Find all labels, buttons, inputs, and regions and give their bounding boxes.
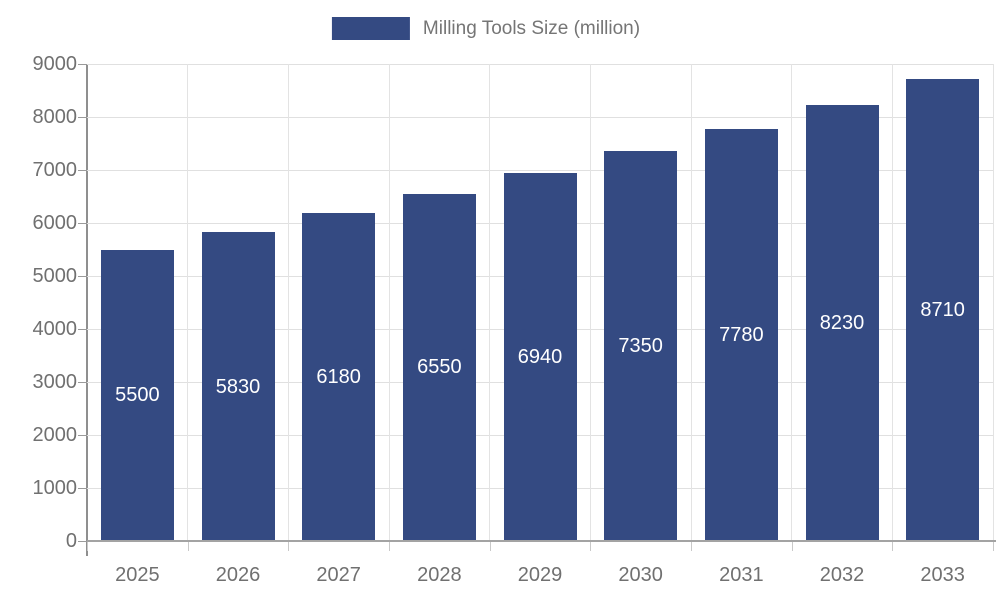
x-axis-tick-label: 2026	[215, 564, 261, 586]
x-axis-tick	[993, 542, 994, 551]
v-gridline	[489, 64, 491, 541]
bar-value-label: 8710	[920, 299, 965, 322]
x-axis-tick	[389, 542, 390, 551]
bar-value-label: 5500	[115, 384, 160, 407]
legend-swatch	[331, 17, 410, 40]
y-axis-tick-label: 6000	[32, 212, 78, 234]
y-axis-tick-label: 5000	[32, 265, 78, 287]
v-gridline	[791, 64, 793, 541]
bar-2032[interactable]: 8230	[805, 104, 879, 541]
x-axis-tick	[691, 542, 692, 551]
y-axis-tick-label: 8000	[32, 106, 78, 128]
x-axis-tick-label: 2025	[115, 564, 160, 586]
y-axis-tick-label: 3000	[32, 371, 78, 393]
y-axis-tick	[78, 541, 87, 542]
x-axis-tick	[489, 542, 491, 551]
v-gridline	[992, 64, 994, 541]
v-gridline	[891, 64, 893, 541]
y-axis-tick	[78, 488, 87, 489]
y-axis-tick	[78, 170, 87, 171]
y-axis-tick-label: 0	[65, 530, 77, 552]
bar-2033[interactable]: 8710	[906, 79, 980, 541]
x-axis-tick	[892, 542, 894, 551]
plot-area: 5500 5830 6180 6550 6940 7350 7780 8230 8710	[87, 63, 994, 541]
v-gridline	[690, 64, 692, 541]
bar-2029[interactable]: 6940	[503, 173, 577, 541]
x-axis-line	[87, 540, 996, 542]
x-axis-tick-label: 2028	[417, 564, 462, 586]
x-axis-tick	[791, 542, 793, 551]
bar-value-label: 5830	[215, 375, 261, 398]
y-axis-tick	[78, 276, 87, 277]
x-axis-tick-label: 2031	[719, 564, 764, 586]
bar-2031[interactable]: 7780	[704, 128, 778, 541]
y-axis-tick	[78, 64, 87, 65]
bar-value-label: 7780	[719, 323, 764, 346]
x-axis-tick	[187, 542, 189, 551]
x-axis-tick	[590, 542, 592, 551]
v-gridline	[589, 64, 591, 541]
y-axis-tick	[78, 382, 87, 383]
x-axis-tick-label: 2029	[517, 564, 563, 586]
y-axis-tick-label: 2000	[32, 424, 78, 446]
bar-2030[interactable]: 7350	[604, 151, 678, 541]
y-axis-tick-label: 9000	[32, 53, 78, 75]
bar-value-label: 6940	[517, 346, 563, 369]
x-axis-tick	[288, 542, 290, 551]
h-gridline	[87, 169, 993, 171]
x-axis-tick	[87, 542, 88, 551]
v-gridline	[388, 64, 390, 541]
bar-2027[interactable]: 6180	[302, 213, 376, 541]
y-axis-tick	[78, 223, 87, 224]
x-axis-tick-label: 2032	[819, 564, 865, 586]
bar-2026[interactable]: 5830	[201, 232, 275, 541]
h-gridline	[87, 63, 993, 65]
bar-value-label: 6550	[417, 356, 462, 379]
y-axis-line	[86, 64, 88, 556]
y-axis-tick-label: 7000	[32, 159, 78, 181]
bar-value-label: 8230	[819, 311, 865, 334]
bar-value-label: 6180	[316, 366, 361, 389]
legend-item[interactable]: Milling Tools Size (million)	[331, 17, 641, 40]
y-axis-tick-label: 4000	[32, 318, 78, 340]
y-axis-tick-label: 1000	[32, 477, 78, 499]
x-axis-tick-label: 2027	[316, 564, 361, 586]
y-axis-tick	[78, 329, 87, 330]
bar-2028[interactable]: 6550	[402, 193, 476, 541]
x-axis-tick-label: 2030	[618, 564, 663, 586]
legend-label: Milling Tools Size (million)	[422, 17, 641, 39]
x-axis-tick-label: 2033	[920, 564, 965, 586]
y-axis-tick	[78, 117, 87, 118]
v-gridline	[187, 64, 189, 541]
bar-value-label: 7350	[618, 335, 663, 358]
y-axis-tick	[78, 435, 87, 436]
bar-2025[interactable]: 5500	[100, 249, 174, 541]
v-gridline	[287, 64, 289, 541]
h-gridline	[87, 116, 993, 118]
